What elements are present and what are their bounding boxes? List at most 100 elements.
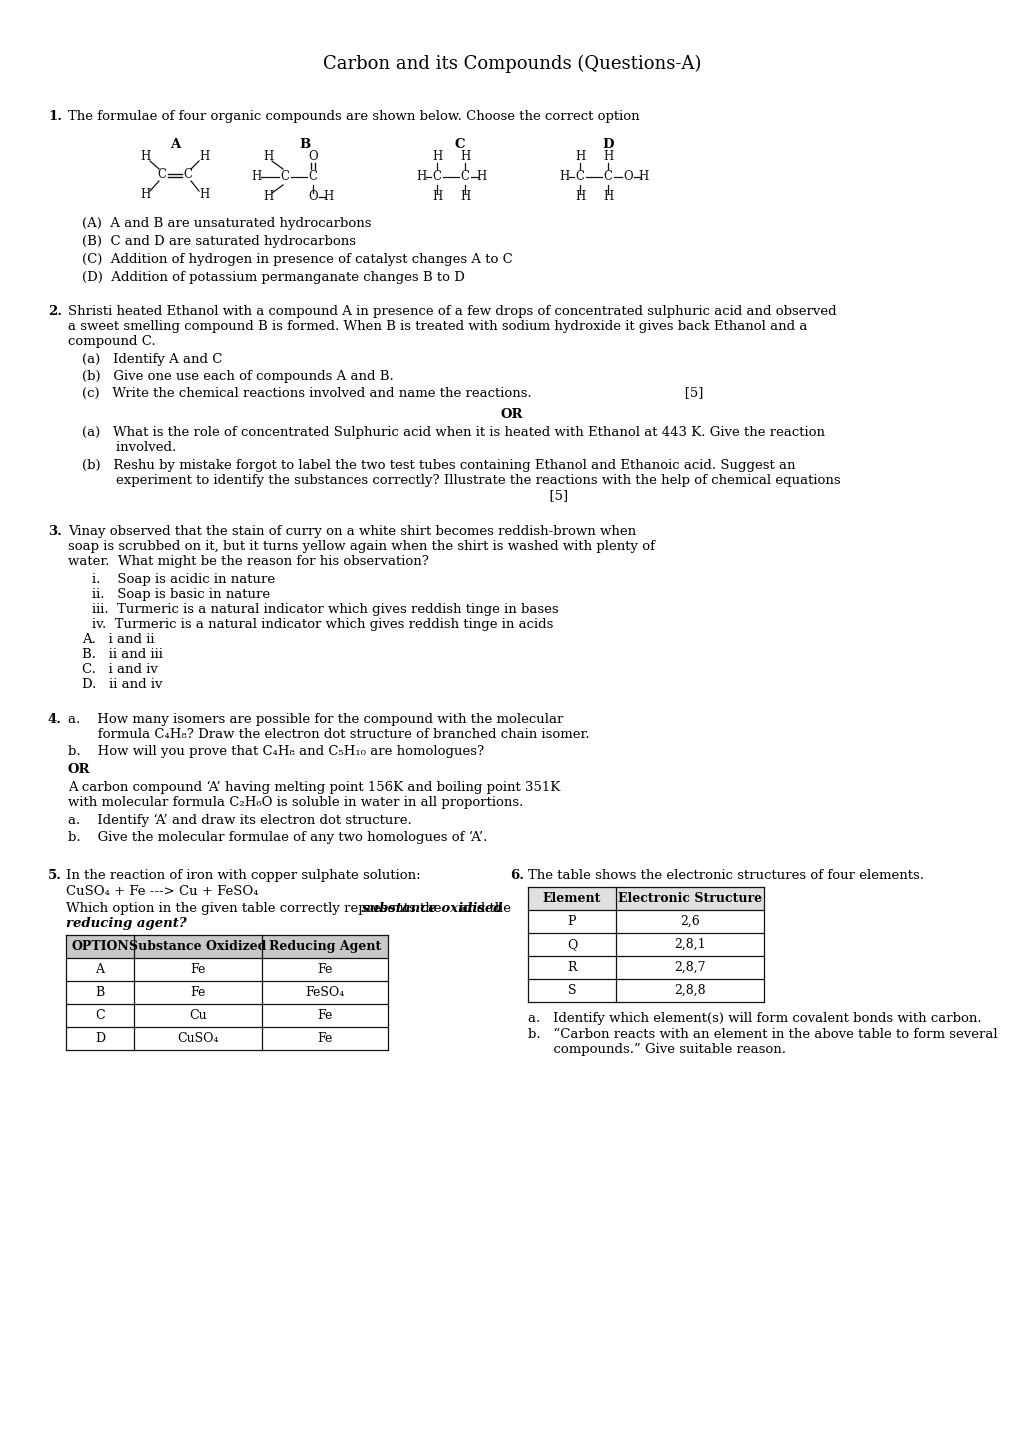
Text: Fe: Fe: [317, 1009, 333, 1022]
Text: Q: Q: [567, 938, 578, 951]
Text: (C)  Addition of hydrogen in presence of catalyst changes A to C: (C) Addition of hydrogen in presence of …: [82, 253, 513, 266]
Text: In the reaction of iron with copper sulphate solution:: In the reaction of iron with copper sulp…: [66, 870, 421, 883]
Text: a.    How many isomers are possible for the compound with the molecular: a. How many isomers are possible for the…: [68, 713, 563, 726]
Text: with molecular formula C₂H₆O is soluble in water in all proportions.: with molecular formula C₂H₆O is soluble …: [68, 796, 523, 809]
Text: D: D: [602, 137, 613, 150]
Text: O: O: [308, 150, 317, 164]
Text: 4.: 4.: [48, 713, 62, 726]
Text: H: H: [416, 171, 426, 184]
Text: H: H: [574, 150, 585, 164]
Text: H: H: [638, 171, 648, 184]
Text: compounds.” Give suitable reason.: compounds.” Give suitable reason.: [528, 1043, 786, 1056]
Text: 5.: 5.: [48, 870, 62, 883]
Text: Substance Oxidized: Substance Oxidized: [129, 941, 266, 954]
Text: 2,6: 2,6: [680, 915, 699, 928]
Text: (D)  Addition of potassium permanganate changes B to D: (D) Addition of potassium permanganate c…: [82, 271, 465, 284]
Text: C: C: [95, 1009, 104, 1022]
Text: 1.: 1.: [48, 110, 62, 123]
Text: C: C: [183, 168, 193, 181]
Text: C: C: [158, 168, 167, 181]
Text: A: A: [170, 137, 180, 150]
Text: The table shows the electronic structures of four elements.: The table shows the electronic structure…: [528, 870, 924, 883]
Text: H: H: [140, 150, 151, 164]
Bar: [528, 887, 764, 910]
Text: FeSO₄: FeSO₄: [305, 985, 345, 998]
Text: H: H: [460, 150, 470, 164]
Text: The formulae of four organic compounds are shown below. Choose the correct optio: The formulae of four organic compounds a…: [68, 110, 640, 123]
Text: (b)   Give one use each of compounds A and B.: (b) Give one use each of compounds A and…: [82, 370, 394, 383]
Text: C: C: [308, 171, 317, 184]
Text: reducing agent?: reducing agent?: [66, 917, 186, 930]
Text: H: H: [432, 150, 442, 164]
Text: P: P: [567, 915, 577, 928]
Text: b.    How will you prove that C₄H₈ and C₅H₁₀ are homologues?: b. How will you prove that C₄H₈ and C₅H₁…: [68, 745, 484, 758]
Text: D.   ii and iv: D. ii and iv: [82, 679, 163, 692]
Text: Carbon and its Compounds (Questions-A): Carbon and its Compounds (Questions-A): [323, 55, 701, 74]
Text: C: C: [281, 171, 290, 184]
Text: A: A: [95, 964, 104, 975]
Text: B: B: [95, 985, 104, 998]
Text: and the: and the: [456, 901, 511, 915]
Text: H: H: [432, 191, 442, 204]
Text: OR: OR: [68, 763, 90, 776]
Text: Electronic Structure: Electronic Structure: [617, 891, 762, 904]
Text: H: H: [603, 150, 613, 164]
Text: iii.  Turmeric is a natural indicator which gives reddish tinge in bases: iii. Turmeric is a natural indicator whi…: [92, 603, 559, 616]
Text: (c)   Write the chemical reactions involved and name the reactions.             : (c) Write the chemical reactions involve…: [82, 386, 703, 399]
Text: Reducing Agent: Reducing Agent: [269, 941, 381, 954]
Text: Fe: Fe: [317, 1032, 333, 1045]
Text: H: H: [199, 150, 209, 164]
Text: CuSO₄ + Fe ---> Cu + FeSO₄: CuSO₄ + Fe ---> Cu + FeSO₄: [66, 886, 258, 899]
Text: O: O: [308, 191, 317, 204]
Text: (a)   What is the role of concentrated Sulphuric acid when it is heated with Eth: (a) What is the role of concentrated Sul…: [82, 425, 825, 438]
Text: 2.: 2.: [48, 305, 62, 318]
Text: (b)   Reshu by mistake forgot to label the two test tubes containing Ethanol and: (b) Reshu by mistake forgot to label the…: [82, 459, 796, 472]
Text: O: O: [624, 171, 633, 184]
Text: H: H: [603, 191, 613, 204]
Text: C.   i and iv: C. i and iv: [82, 663, 158, 676]
Text: H: H: [559, 171, 569, 184]
Text: experiment to identify the substances correctly? Illustrate the reactions with t: experiment to identify the substances co…: [82, 475, 841, 488]
Text: D: D: [95, 1032, 105, 1045]
Text: H: H: [140, 188, 151, 201]
Text: ii.   Soap is basic in nature: ii. Soap is basic in nature: [92, 587, 270, 601]
Text: OR: OR: [501, 408, 523, 421]
Text: Which option in the given table correctly represents the: Which option in the given table correctl…: [66, 901, 445, 915]
Text: Shristi heated Ethanol with a compound A in presence of a few drops of concentra: Shristi heated Ethanol with a compound A…: [68, 305, 837, 318]
Text: Fe: Fe: [190, 964, 206, 975]
Text: R: R: [567, 961, 577, 974]
Text: H: H: [199, 188, 209, 201]
Text: 3.: 3.: [48, 525, 61, 538]
Text: a.   Identify which element(s) will form covalent bonds with carbon.: a. Identify which element(s) will form c…: [528, 1011, 982, 1024]
Text: (a)   Identify A and C: (a) Identify A and C: [82, 353, 222, 366]
Text: Element: Element: [543, 891, 601, 904]
Text: 6.: 6.: [510, 870, 524, 883]
Text: A carbon compound ‘A’ having melting point 156K and boiling point 351K: A carbon compound ‘A’ having melting poi…: [68, 781, 560, 794]
Text: C: C: [455, 137, 465, 150]
Text: (A)  A and B are unsaturated hydrocarbons: (A) A and B are unsaturated hydrocarbons: [82, 217, 372, 230]
Text: H: H: [251, 171, 261, 184]
Text: H: H: [263, 150, 273, 164]
Text: compound C.: compound C.: [68, 336, 156, 347]
Text: 2,8,7: 2,8,7: [674, 961, 706, 974]
Text: B.   ii and iii: B. ii and iii: [82, 648, 163, 661]
Text: soap is scrubbed on it, but it turns yellow again when the shirt is washed with : soap is scrubbed on it, but it turns yel…: [68, 540, 655, 553]
Text: C: C: [575, 171, 585, 184]
Text: iv.  Turmeric is a natural indicator which gives reddish tinge in acids: iv. Turmeric is a natural indicator whic…: [92, 618, 553, 631]
Text: H: H: [323, 191, 333, 204]
Text: (B)  C and D are saturated hydrocarbons: (B) C and D are saturated hydrocarbons: [82, 234, 356, 247]
Text: Fe: Fe: [190, 985, 206, 998]
Text: b.    Give the molecular formulae of any two homologues of ‘A’.: b. Give the molecular formulae of any tw…: [68, 831, 487, 844]
Text: OPTION: OPTION: [71, 941, 129, 954]
Text: [5]: [5]: [82, 489, 568, 502]
Text: Fe: Fe: [317, 964, 333, 975]
Text: involved.: involved.: [82, 441, 176, 454]
Text: H: H: [460, 191, 470, 204]
Bar: [66, 935, 388, 958]
Text: C: C: [432, 171, 441, 184]
Text: CuSO₄: CuSO₄: [177, 1032, 219, 1045]
Text: H: H: [574, 191, 585, 204]
Text: S: S: [567, 984, 577, 997]
Text: water.  What might be the reason for his observation?: water. What might be the reason for his …: [68, 556, 429, 569]
Text: a.    Identify ‘A’ and draw its electron dot structure.: a. Identify ‘A’ and draw its electron do…: [68, 815, 412, 828]
